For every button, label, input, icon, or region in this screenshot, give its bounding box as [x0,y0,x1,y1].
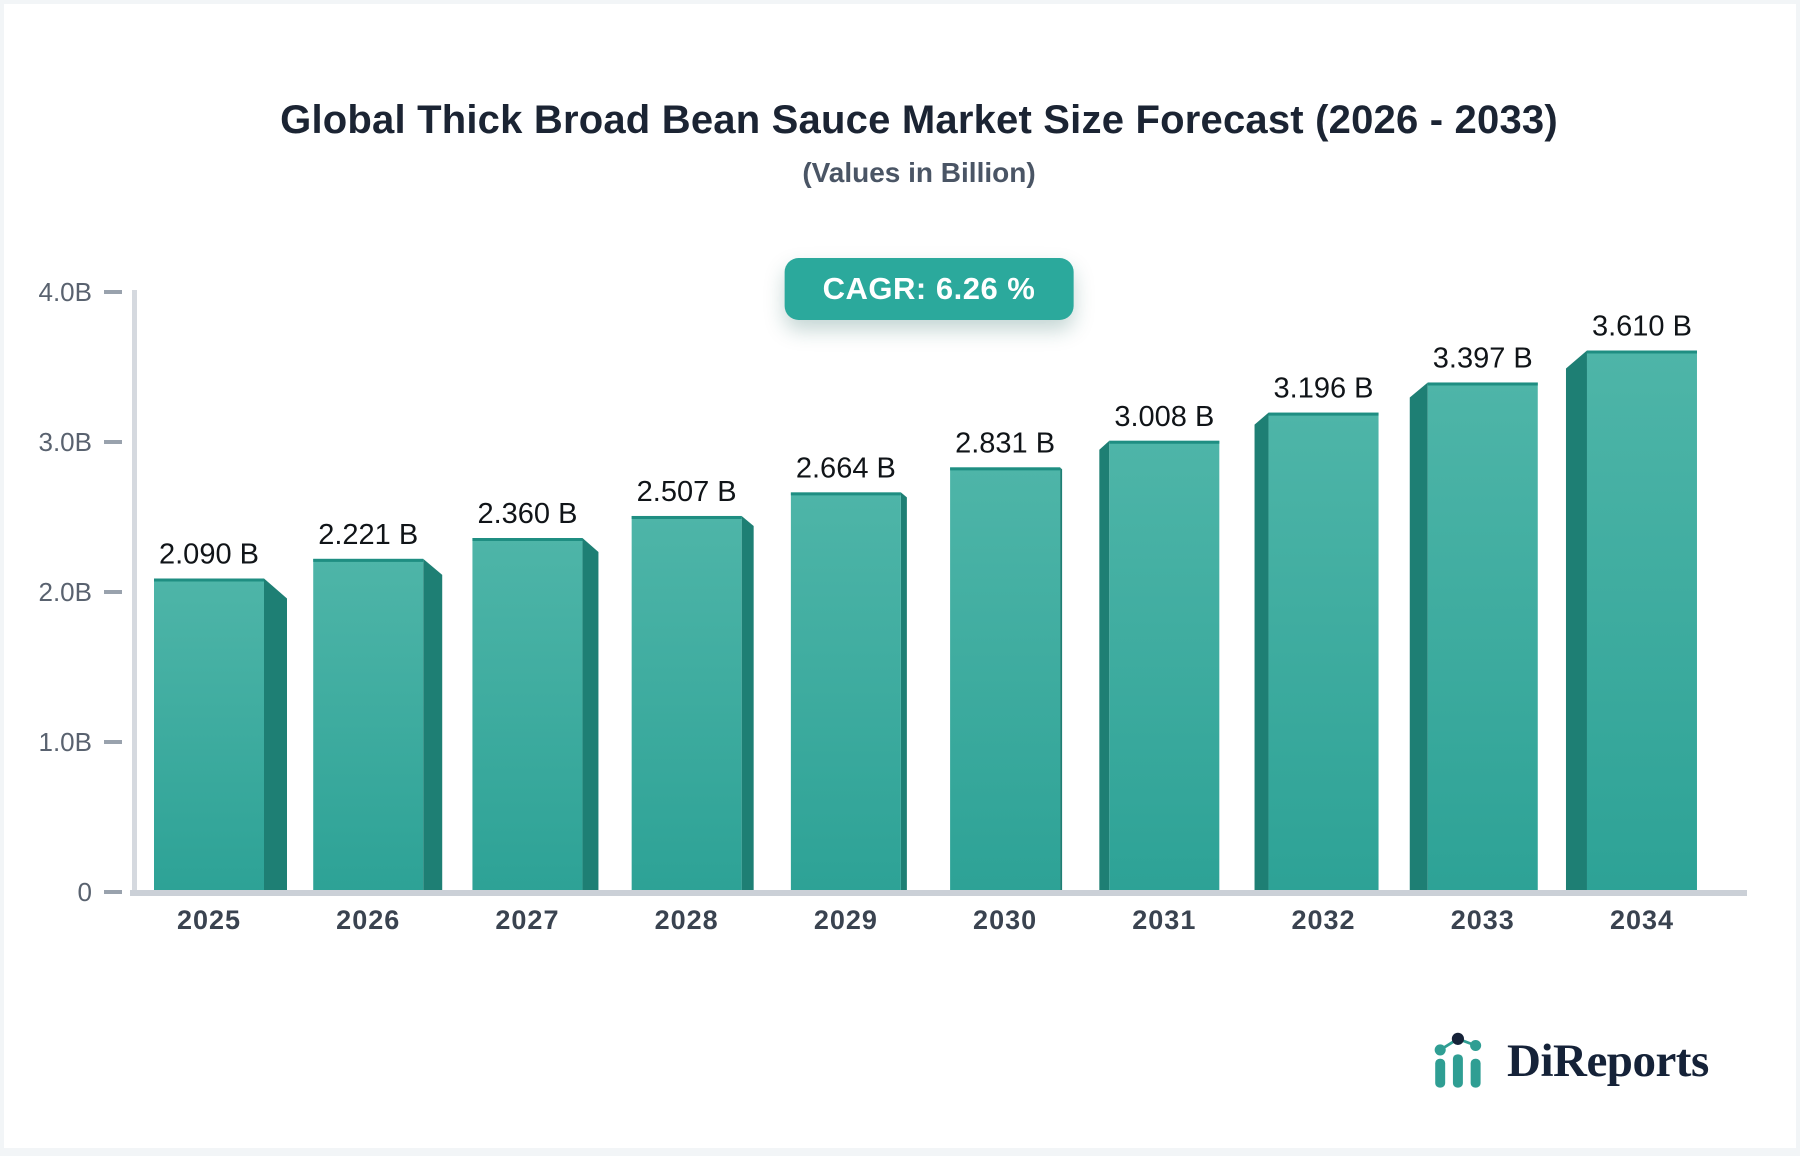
y-axis-tick [104,740,122,744]
cagr-badge: CAGR: 6.26 % [784,258,1074,320]
bar-2034 [1586,350,1697,892]
bar-side-2034 [1565,350,1587,892]
x-axis-label: 2028 [655,905,719,935]
bar-side-2028 [741,515,754,892]
bar-2033 [1427,382,1538,892]
y-axis-tick [104,890,122,894]
bar-value-label: 3.196 B [1274,373,1374,405]
bar-2027 [472,538,583,892]
bar-value-label: 3.008 B [1114,401,1214,433]
y-axis-line [132,290,137,894]
bar-2026 [313,558,424,892]
y-axis-label: 3.0B [39,427,93,457]
bar-2028 [631,515,742,892]
x-axis-label: 2031 [1132,905,1196,935]
x-axis-line [130,890,1747,896]
cagr-badge-label: CAGR: 6.26 % [822,271,1036,306]
x-axis-label: 2033 [1451,905,1515,935]
y-axis-label: 2.0B [39,577,93,607]
y-axis-label: 1.0B [39,727,93,757]
bar-value-label: 2.221 B [318,519,418,551]
direports-logo-text: DiReports [1507,1035,1709,1087]
bar-2032 [1268,412,1379,892]
x-axis-label: 2029 [814,905,878,935]
bar-2030 [950,467,1061,892]
chart-card: Global Thick Broad Bean Sauce Market Siz… [4,4,1796,1148]
x-axis-label: 2032 [1292,905,1356,935]
chart-subtitle: (Values in Billion) [802,157,1036,188]
bar-value-label: 2.831 B [955,427,1055,459]
bar-2025 [154,578,264,892]
direports-logo: DiReports [1428,1030,1709,1092]
x-axis-label: 2030 [973,905,1037,935]
bar-value-label: 2.507 B [637,476,737,508]
chart-header: Global Thick Broad Bean Sauce Market Siz… [4,98,1796,189]
bar-side-2026 [423,558,443,892]
y-axis-label: 4.0B [39,277,93,307]
bar-side-2032 [1254,412,1269,892]
chart-title: Global Thick Broad Bean Sauce Market Siz… [280,98,1558,142]
bar-value-label: 3.610 B [1592,311,1692,343]
y-axis-tick [104,590,122,594]
bar-value-label: 2.360 B [477,498,577,530]
bar-value-label: 3.397 B [1433,342,1533,374]
y-axis-tick [104,290,122,294]
bar-side-2025 [264,578,287,892]
x-axis-label: 2027 [495,905,559,935]
bar-value-label: 2.664 B [796,452,896,484]
bar-side-2029 [900,492,907,892]
y-axis-label: 0 [78,877,92,907]
x-axis-label: 2034 [1610,905,1674,935]
x-axis-label: 2026 [336,905,400,935]
bar-2029 [790,492,901,892]
market-size-bar-chart: 0 1.0B 2.0B 3.0B 4.0B 2.090 B 2025 2.221 B 2026 2… [39,277,1747,935]
mini-bar-line-chart-icon [1434,1032,1482,1088]
bar-side-2031 [1099,440,1110,892]
bar-side-2027 [582,538,599,892]
bar-2031 [1109,440,1220,892]
x-axis-label: 2025 [177,905,241,935]
bar-side-2030 [1060,467,1063,892]
bar-value-label: 2.090 B [159,539,259,571]
bar-side-2033 [1409,382,1428,892]
y-axis-tick [104,440,122,444]
